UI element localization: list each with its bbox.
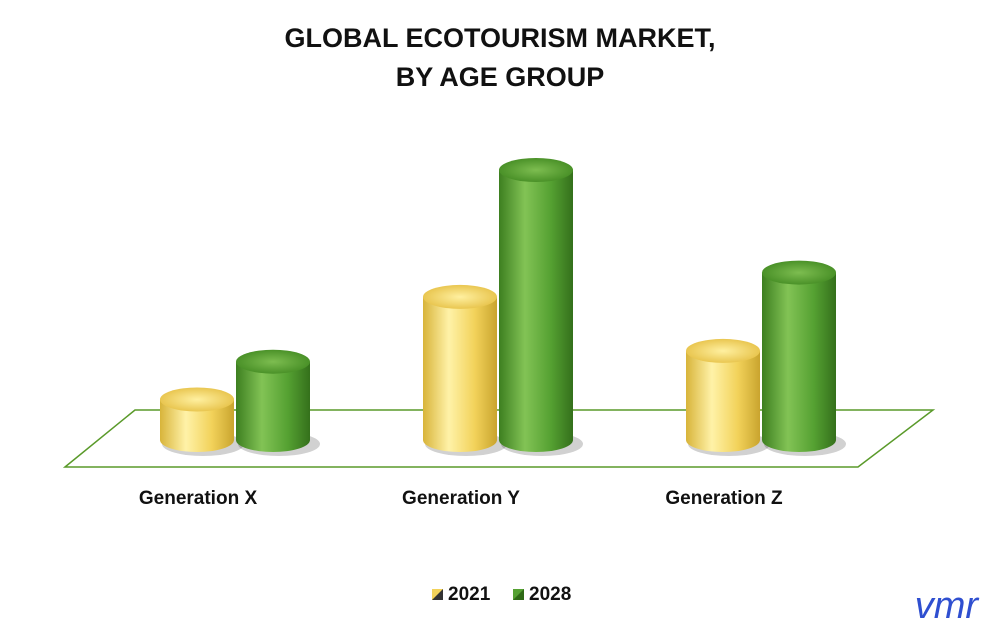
bar <box>423 296 497 452</box>
chart-title: GLOBAL ECOTOURISM MARKET, <box>284 23 715 53</box>
legend-swatch-shade <box>513 589 524 600</box>
bar <box>236 361 310 452</box>
x-tick-label: Generation Y <box>402 488 520 509</box>
bar <box>686 350 760 452</box>
legend-label: 2021 <box>448 584 491 605</box>
x-tick-label: Generation X <box>139 488 258 509</box>
floor <box>62 409 936 468</box>
bar-top <box>762 260 836 285</box>
bar-top <box>160 387 234 412</box>
bar-top <box>686 338 760 363</box>
legend-label: 2028 <box>529 584 571 605</box>
logo: vmr <box>915 585 980 627</box>
chart-title: BY AGE GROUP <box>396 62 605 92</box>
bar-top <box>499 158 573 182</box>
bar <box>762 272 836 452</box>
x-tick-label: Generation Z <box>665 488 783 509</box>
legend-swatch-shade <box>432 589 443 600</box>
bar-top <box>236 349 310 374</box>
bar <box>499 170 573 452</box>
bar-top <box>423 284 497 309</box>
bar <box>160 399 234 452</box>
